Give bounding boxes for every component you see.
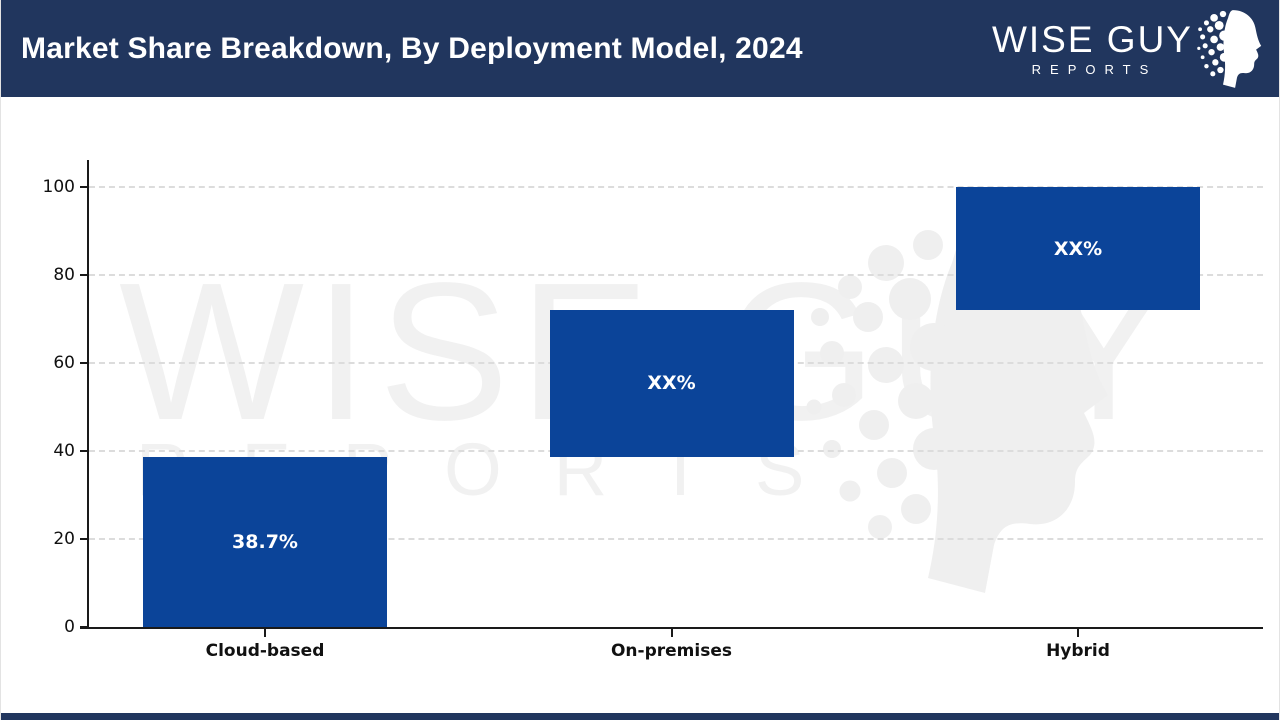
x-category-label: On-premises: [610, 641, 732, 661]
y-tick-mark: [80, 186, 88, 188]
y-tick-label: 100: [42, 177, 75, 197]
y-tick-label: 20: [53, 529, 75, 549]
x-category-label: Hybrid: [1046, 641, 1110, 661]
y-axis: [87, 160, 89, 629]
gridline: [89, 274, 1263, 276]
brand-text: WISE GUY REPORTS: [991, 19, 1193, 77]
y-tick-mark: [80, 274, 88, 276]
x-tick-mark: [670, 629, 673, 637]
gridline: [89, 186, 1263, 188]
footer-bar: [1, 713, 1279, 720]
x-tick-mark: [264, 629, 266, 637]
gridline: [89, 538, 1263, 540]
bar: [143, 456, 387, 627]
y-tick-mark: [80, 450, 88, 452]
x-axis: [80, 627, 1263, 629]
y-tick-label: 40: [53, 441, 75, 461]
y-tick-mark: [80, 538, 88, 540]
y-tick-mark: [80, 362, 88, 364]
y-tick-label: 0: [64, 617, 75, 637]
brand-subtitle: REPORTS: [1031, 61, 1158, 77]
wiseguy-face-icon: [1197, 10, 1262, 88]
bar: [549, 310, 794, 457]
bar: [956, 187, 1200, 311]
bar-value-label: XX%: [647, 372, 696, 395]
header: Market Share Breakdown, By Deployment Mo…: [1, 0, 1279, 97]
y-tick-label: 80: [53, 265, 75, 285]
brand-logo: WISE GUY REPORTS: [992, 6, 1265, 92]
x-tick-mark: [1077, 629, 1079, 637]
y-tick-label: 60: [53, 353, 75, 373]
page-title: Market Share Breakdown, By Deployment Mo…: [21, 31, 803, 65]
x-category-label: Cloud-based: [205, 641, 325, 661]
brand-name: WISE GUY: [991, 19, 1193, 61]
bar-value-label: XX%: [1053, 237, 1103, 260]
bar-value-label: 38.7%: [232, 530, 298, 553]
